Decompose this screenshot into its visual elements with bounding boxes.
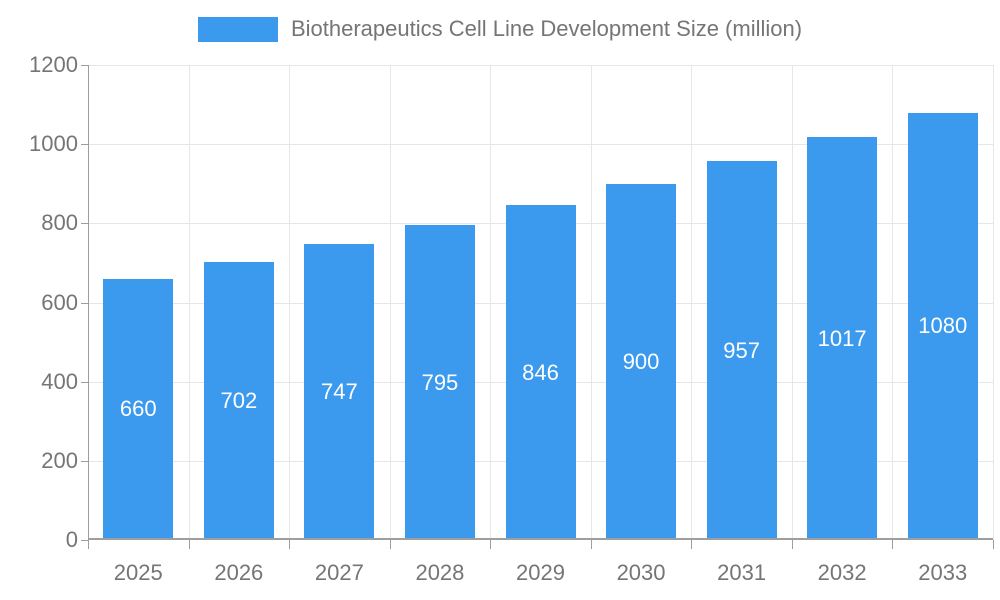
x-axis-label: 2026 xyxy=(214,560,264,585)
x-axis-tick xyxy=(590,540,592,549)
bar: 900 xyxy=(606,183,677,540)
bar-value-label: 747 xyxy=(321,379,358,405)
bar-value-label: 702 xyxy=(220,388,258,414)
x-axis-tick xyxy=(490,540,492,549)
gridline-vertical xyxy=(389,65,391,540)
bar: 747 xyxy=(304,244,375,540)
legend-label: Biotherapeutics Cell Line Development Si… xyxy=(290,16,803,41)
bar-value-label: 846 xyxy=(522,359,559,385)
gridline-vertical xyxy=(289,65,291,540)
y-axis-tick xyxy=(81,460,88,462)
y-axis-tick xyxy=(81,65,88,66)
bar-value-label: 660 xyxy=(119,396,157,422)
bar: 1080 xyxy=(907,112,978,540)
y-axis-label: 600 xyxy=(41,289,78,315)
gridline-vertical xyxy=(993,65,994,540)
y-axis-label: 800 xyxy=(41,210,78,236)
bar: 1017 xyxy=(807,137,878,540)
x-axis-label: 2030 xyxy=(616,560,666,585)
gridline-vertical xyxy=(691,65,693,540)
y-axis-tick xyxy=(81,540,88,541)
x-axis-label: 2027 xyxy=(314,560,364,585)
gridline-horizontal xyxy=(88,144,993,146)
bar: 702 xyxy=(203,262,274,540)
bar: 795 xyxy=(404,225,475,540)
y-axis-label: 1000 xyxy=(29,131,78,157)
x-axis-line xyxy=(88,538,993,540)
x-axis-tick xyxy=(289,540,291,549)
bar-value-label: 957 xyxy=(723,337,760,363)
x-axis-label: 2029 xyxy=(516,560,565,585)
x-axis-label: 2025 xyxy=(113,560,163,585)
bar: 957 xyxy=(706,161,777,540)
plot-area: 0 200 400 600 800 1000 1200 660 702 747 795 846 900 9… xyxy=(29,54,994,585)
x-axis-label: 2032 xyxy=(817,560,867,585)
x-axis-label: 2033 xyxy=(918,560,968,585)
y-axis-tick xyxy=(81,144,88,146)
gridline-vertical xyxy=(791,65,793,540)
y-axis-line xyxy=(88,65,89,540)
gridline-vertical xyxy=(490,65,492,540)
legend: Biotherapeutics Cell Line Development Si… xyxy=(0,16,1000,42)
bar-value-label: 900 xyxy=(622,348,660,374)
x-axis-tick xyxy=(88,540,89,549)
y-axis-label: 1200 xyxy=(29,52,78,77)
gridline-horizontal xyxy=(88,65,993,66)
x-axis-tick xyxy=(993,540,994,549)
bar: 660 xyxy=(103,278,174,540)
y-axis-label: 0 xyxy=(65,527,78,552)
x-axis-tick xyxy=(188,540,190,549)
y-axis-tick xyxy=(81,302,88,304)
legend-swatch xyxy=(197,16,278,42)
gridline-vertical xyxy=(188,65,190,540)
bar-value-label: 1080 xyxy=(918,313,968,339)
bar-value-label: 1017 xyxy=(817,325,867,351)
gridline-vertical xyxy=(590,65,592,540)
x-axis-tick xyxy=(389,540,391,549)
y-axis-label: 200 xyxy=(41,447,78,473)
gridline-vertical xyxy=(892,65,894,540)
x-axis-tick xyxy=(791,540,793,549)
x-axis-label: 2028 xyxy=(415,560,465,585)
y-axis-label: 400 xyxy=(41,368,78,394)
bar: 846 xyxy=(505,205,576,540)
x-axis-tick xyxy=(892,540,894,549)
x-axis-tick xyxy=(691,540,693,549)
y-axis-tick xyxy=(81,381,88,383)
y-axis-tick xyxy=(81,223,88,225)
bar-value-label: 795 xyxy=(421,369,459,395)
x-axis-label: 2031 xyxy=(717,560,767,585)
